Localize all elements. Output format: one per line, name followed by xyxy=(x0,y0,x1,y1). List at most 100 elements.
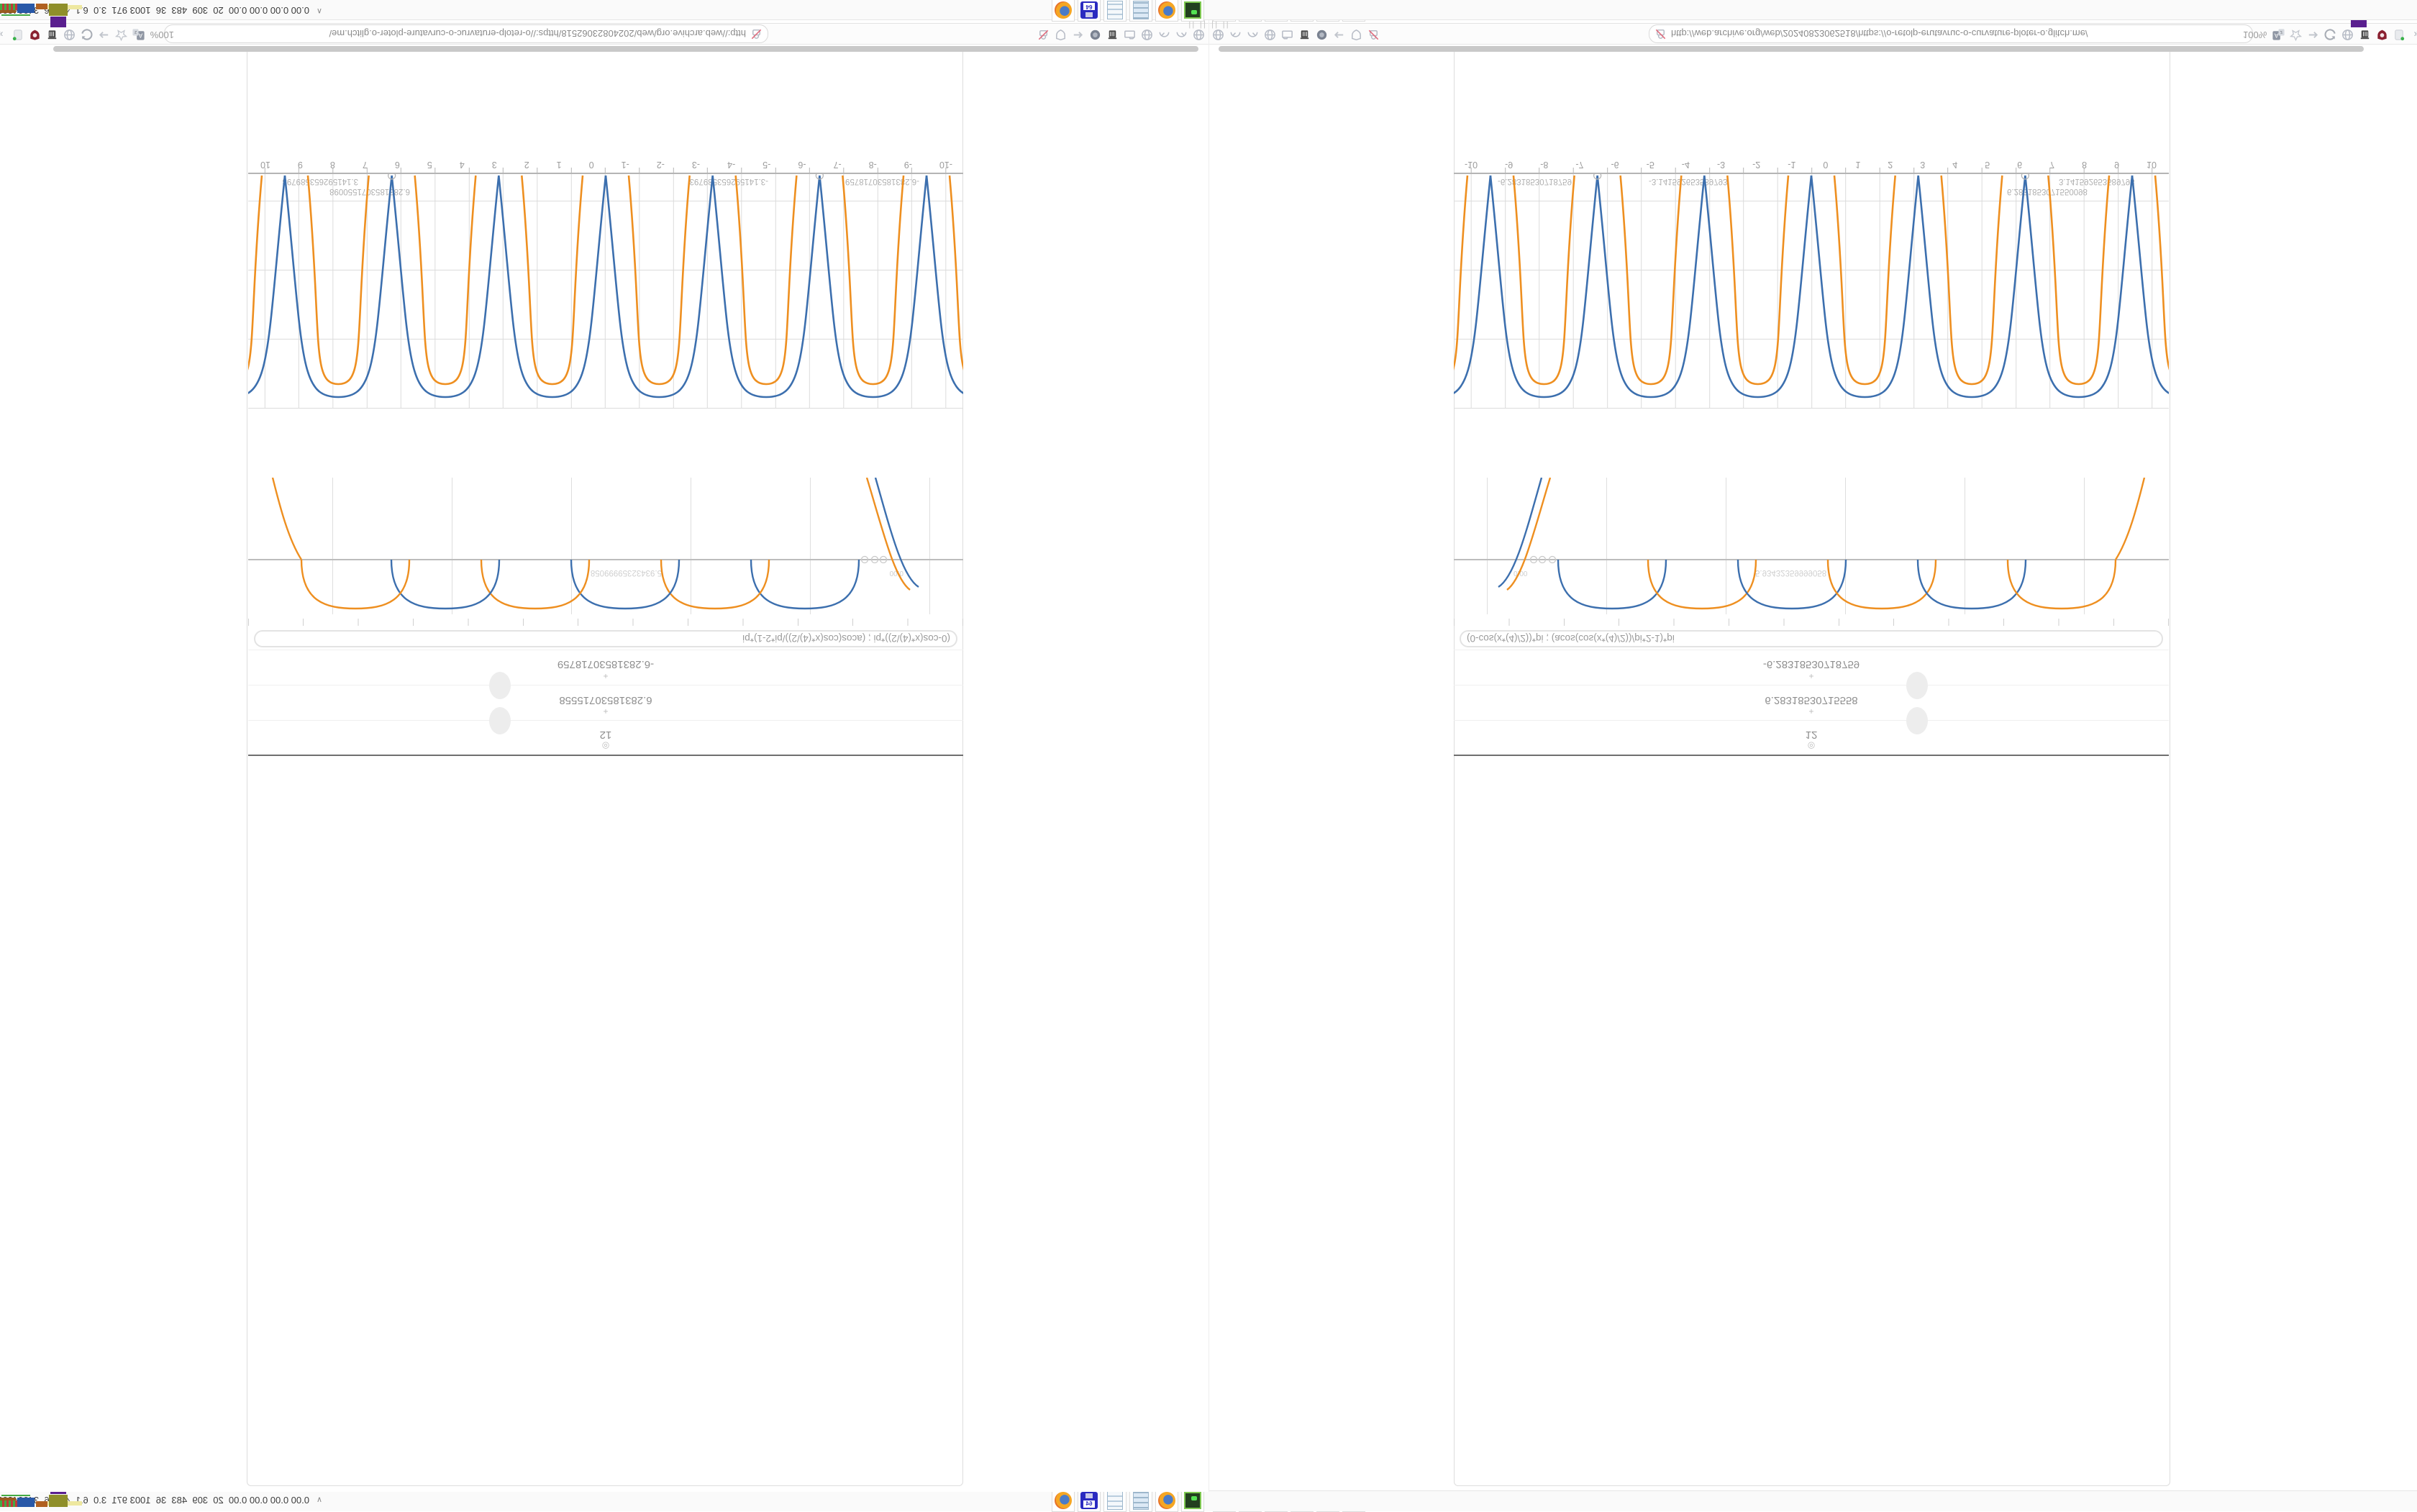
blue-curve xyxy=(1557,559,1667,610)
expression-divider xyxy=(248,755,963,756)
slider-value: 12 xyxy=(599,729,612,741)
blue-curve xyxy=(1916,559,2027,610)
refresh-icon xyxy=(2323,28,2337,42)
orange-curve xyxy=(2047,175,2111,386)
double-chevron-icon: » xyxy=(0,28,7,42)
blue-curve xyxy=(750,559,860,610)
axis-marker-icon xyxy=(1538,555,1547,564)
badge-icon xyxy=(1315,28,1329,42)
svg-text:A: A xyxy=(2275,32,2279,40)
orange-curve xyxy=(414,175,477,386)
globe-icon xyxy=(2341,28,2354,42)
launcher-firefox-icon xyxy=(1052,0,1075,22)
globe-icon xyxy=(1192,28,1206,42)
axis-marker-icon xyxy=(1529,555,1538,564)
x-tick-label: 2 xyxy=(524,160,529,170)
x-tick-label: -3 xyxy=(691,160,701,170)
orange-curve xyxy=(480,559,591,610)
trash-icon xyxy=(45,28,59,42)
x-tick-label: -5 xyxy=(763,160,771,170)
globe-icon xyxy=(1140,28,1154,42)
lock-slash-icon xyxy=(1037,28,1050,42)
blue-curve xyxy=(498,175,607,399)
pause-marks: || || xyxy=(1187,20,1206,30)
curvature-plot-canvas xyxy=(1454,173,2169,399)
taskbar-panel xyxy=(0,0,2417,20)
x-tick-label: -10 xyxy=(939,160,952,170)
gauge2-icon xyxy=(1157,28,1171,42)
x-tick-label: -9 xyxy=(903,160,912,170)
blue-curve xyxy=(1917,175,2026,399)
slider-value: 6.28318530715558 xyxy=(559,694,652,706)
globe-icon xyxy=(1211,28,1225,42)
blue-curve xyxy=(391,175,500,399)
blue-curve xyxy=(874,478,919,588)
blue-curve xyxy=(925,175,963,399)
gauge2-icon xyxy=(1246,28,1260,42)
x-tick-label: 6 xyxy=(394,160,400,170)
orange-curve xyxy=(627,175,691,386)
orange-curve xyxy=(1726,175,1790,386)
svg-text:z: z xyxy=(135,29,137,35)
x-tick-label: 3 xyxy=(491,160,497,170)
orange-curve xyxy=(1647,559,1757,610)
orange-curve xyxy=(1619,175,1683,386)
double-chevron-icon: » xyxy=(2410,28,2417,42)
orange-curve xyxy=(521,175,584,386)
x-tick-label: 0 xyxy=(588,160,594,170)
x-tick-label: -7 xyxy=(833,160,842,170)
axis-marker-icon xyxy=(387,173,396,180)
orange-curve xyxy=(1454,175,1469,386)
zoom-level: 100% xyxy=(150,29,174,40)
orange-curve xyxy=(306,175,370,386)
url-text: http://web.archive.org/web/2024082306251… xyxy=(329,28,746,40)
folder-icon xyxy=(1123,28,1137,42)
folder-icon xyxy=(1280,28,1294,42)
orange-curve xyxy=(2114,478,2146,560)
monitor-chart-bar xyxy=(1,14,30,16)
blue-curve xyxy=(248,175,286,399)
toolbar-icon-row xyxy=(1211,28,1380,42)
blue-curve xyxy=(1596,175,1706,399)
orange-curve xyxy=(2006,559,2117,610)
axis-marker-icon xyxy=(1593,173,1602,180)
horizontal-scrollbar xyxy=(53,46,1198,52)
blue-curve xyxy=(2024,175,2134,399)
axis-marker-icon xyxy=(870,555,879,564)
x-tick-label: -1 xyxy=(621,160,629,170)
plus-icon: + xyxy=(603,706,609,716)
launcher-calculator-icon xyxy=(1129,0,1152,22)
lock-slash-icon xyxy=(1654,24,1667,41)
shield-icon xyxy=(1349,28,1363,42)
formula-text: (0-cos(x*(4)/2))*pi ; (acos(cos(x*(4)/2)… xyxy=(742,633,950,645)
blue-curve xyxy=(819,175,928,399)
arc-plot-canvas xyxy=(271,478,919,610)
blue-curve xyxy=(390,559,501,610)
blue-curve xyxy=(1454,175,1492,399)
arrow-right-icon xyxy=(2306,28,2320,42)
page-icon xyxy=(11,28,24,42)
axis-marker-icon xyxy=(879,555,888,564)
toolbar-action-icons: Az » xyxy=(0,28,145,42)
blue-curve xyxy=(1498,478,1543,588)
trash-icon xyxy=(1298,28,1311,42)
globe-icon xyxy=(1263,28,1277,42)
x-tick-label: 5 xyxy=(427,160,432,170)
orange-curve xyxy=(842,175,905,386)
arrow-left-icon xyxy=(1332,28,1346,42)
blue-curve xyxy=(1703,175,1813,399)
orange-curve xyxy=(1506,478,1552,591)
toolbar-action-icons: Az » xyxy=(2272,28,2417,42)
x-tick-label: -4 xyxy=(727,160,736,170)
refresh-icon xyxy=(80,28,94,42)
trash-icon xyxy=(2358,28,2372,42)
blue-curve xyxy=(604,175,714,399)
lock-slash-icon xyxy=(750,24,763,41)
monitor-chart-bar xyxy=(50,17,66,27)
axis-marker-icon xyxy=(1548,555,1557,564)
blue-curve xyxy=(1489,175,1598,399)
orange-curve xyxy=(660,559,770,610)
orange-curve xyxy=(865,478,911,591)
